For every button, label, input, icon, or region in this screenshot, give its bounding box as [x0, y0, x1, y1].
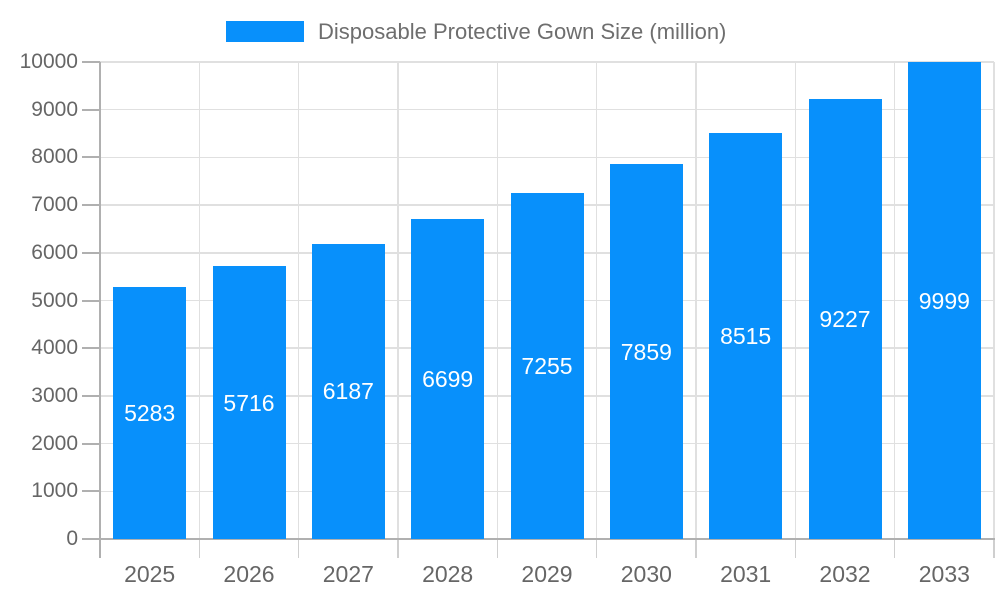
x-axis-line [99, 538, 995, 540]
x-tick-label: 2029 [521, 561, 573, 587]
y-tick-label: 6000 [31, 240, 78, 264]
bar-2028[interactable]: 6699 [411, 219, 485, 539]
bar-value-label: 9227 [819, 305, 871, 332]
bar-value-label: 5283 [124, 399, 176, 426]
y-axis-tick [82, 156, 100, 159]
y-tick-label: 4000 [31, 336, 78, 360]
y-tick-label: 5000 [31, 288, 78, 312]
x-axis-tick [496, 539, 499, 558]
horizontal-gridline [100, 108, 994, 111]
x-axis-tick [695, 539, 697, 558]
x-axis-tick [198, 539, 201, 558]
x-tick-label: 2026 [223, 561, 275, 587]
bar-2029[interactable]: 7255 [510, 192, 584, 539]
y-axis-tick [82, 347, 100, 350]
x-tick-label: 2033 [918, 561, 970, 587]
bar-2033[interactable]: 9999 [907, 62, 981, 539]
x-axis-tick [993, 539, 995, 558]
bar-value-label: 8515 [720, 322, 772, 349]
y-axis-tick [82, 251, 100, 254]
bar-value-label: 6699 [422, 366, 474, 393]
y-tick-label: 2000 [31, 431, 78, 455]
bar-value-label: 7255 [521, 352, 573, 379]
y-axis-tick [82, 299, 100, 302]
legend[interactable]: Disposable Protective Gown Size (million… [226, 18, 727, 44]
bar-2032[interactable]: 9227 [808, 98, 882, 539]
x-tick-label: 2031 [720, 561, 772, 587]
y-axis-tick [82, 394, 100, 397]
legend-swatch [226, 21, 304, 42]
vertical-gridline [993, 62, 995, 539]
y-axis-line [99, 62, 101, 558]
x-tick-label: 2030 [620, 561, 672, 587]
bar-2026[interactable]: 5716 [212, 266, 286, 539]
x-tick-label: 2027 [322, 561, 374, 587]
bar-2031[interactable]: 8515 [709, 132, 783, 539]
bar-2030[interactable]: 7859 [609, 164, 683, 539]
bar-value-label: 6187 [322, 378, 374, 405]
bar-2027[interactable]: 6187 [311, 243, 385, 539]
x-tick-label: 2025 [124, 561, 176, 587]
y-axis-tick [82, 61, 100, 63]
bar-2025[interactable]: 5283 [113, 287, 187, 539]
y-tick-label: 8000 [31, 145, 78, 169]
bar-value-label: 9999 [918, 287, 970, 314]
x-tick-label: 2028 [422, 561, 474, 587]
horizontal-gridline [100, 156, 994, 159]
y-axis-tick [82, 442, 100, 445]
y-axis-tick [82, 490, 100, 493]
y-axis-tick [82, 108, 100, 111]
x-axis-tick [297, 539, 300, 558]
y-axis-tick [82, 204, 100, 207]
x-axis-tick [397, 539, 399, 558]
y-tick-label: 1000 [31, 479, 78, 503]
x-axis-tick [794, 539, 797, 558]
x-axis-tick [893, 539, 896, 558]
y-tick-label: 9000 [31, 97, 78, 121]
y-tick-label: 7000 [31, 193, 78, 217]
x-tick-label: 2032 [819, 561, 871, 587]
y-tick-label: 3000 [31, 383, 78, 407]
bar-value-label: 5716 [223, 389, 275, 416]
x-axis-tick [595, 539, 598, 558]
y-tick-label: 0 [66, 527, 78, 550]
y-axis-tick [82, 538, 100, 540]
horizontal-gridline [100, 61, 994, 63]
bar-value-label: 7859 [620, 338, 672, 365]
y-tick-label: 10000 [19, 50, 78, 73]
legend-label: Disposable Protective Gown Size (million… [318, 18, 727, 44]
